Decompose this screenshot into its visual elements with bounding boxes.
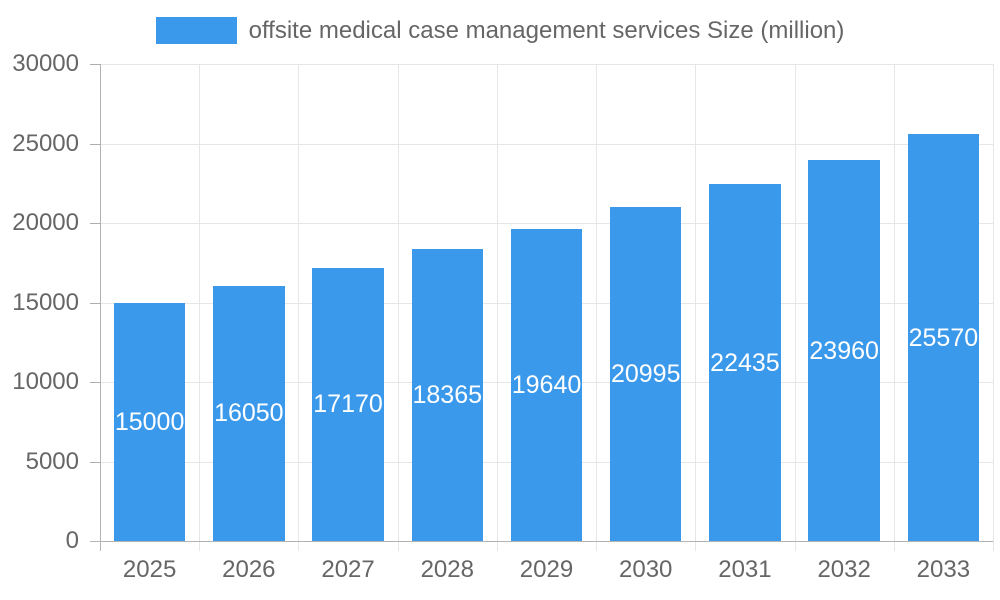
y-tick-label: 10000 bbox=[12, 368, 79, 395]
x-tick-label: 2029 bbox=[519, 556, 574, 583]
bar-2026[interactable] bbox=[213, 285, 285, 541]
x-axis-line bbox=[90, 541, 993, 542]
x-tick-label: 2025 bbox=[122, 556, 177, 583]
bar-2030[interactable] bbox=[610, 207, 682, 541]
x-tick-mark bbox=[496, 541, 498, 551]
x-tick-mark bbox=[596, 541, 598, 551]
h-gridline bbox=[100, 143, 993, 145]
bar-value-label: 18365 bbox=[412, 380, 483, 409]
v-gridline bbox=[794, 64, 796, 541]
bar-value-label: 15000 bbox=[114, 407, 185, 436]
bar-2025[interactable] bbox=[113, 302, 186, 541]
bar-value-label: 16050 bbox=[214, 399, 284, 428]
chart-legend-item[interactable]: offsite medical case management services… bbox=[0, 16, 1000, 44]
v-gridline bbox=[298, 64, 300, 541]
h-gridline bbox=[100, 223, 993, 224]
y-tick-label: 20000 bbox=[12, 209, 79, 236]
legend-label: offsite medical case management services… bbox=[248, 16, 845, 44]
x-tick-mark bbox=[298, 541, 300, 551]
v-gridline bbox=[695, 64, 697, 541]
y-tick-label: 5000 bbox=[25, 447, 79, 475]
y-tick-mark bbox=[90, 143, 100, 145]
v-gridline bbox=[496, 64, 498, 541]
bar-2029[interactable] bbox=[510, 228, 583, 541]
x-tick-label: 2033 bbox=[916, 556, 971, 583]
x-tick-label: 2026 bbox=[222, 556, 276, 583]
y-tick-label: 30000 bbox=[12, 50, 79, 77]
x-tick-mark bbox=[397, 541, 399, 551]
y-tick-label: 0 bbox=[65, 527, 79, 554]
y-tick-label: 15000 bbox=[12, 288, 79, 316]
bar-2028[interactable] bbox=[411, 248, 483, 541]
v-gridline bbox=[397, 64, 399, 541]
bar-value-label: 25570 bbox=[908, 323, 979, 352]
v-gridline bbox=[893, 64, 895, 541]
y-tick-mark bbox=[90, 382, 100, 383]
bar-2033[interactable] bbox=[907, 134, 980, 541]
x-tick-mark bbox=[993, 541, 994, 551]
v-gridline bbox=[993, 64, 994, 541]
y-tick-mark bbox=[90, 223, 100, 224]
bar-value-label: 22435 bbox=[710, 348, 780, 377]
x-tick-mark bbox=[794, 541, 796, 551]
x-tick-mark bbox=[695, 541, 697, 551]
x-tick-label: 2027 bbox=[321, 556, 375, 583]
y-tick-label: 25000 bbox=[12, 129, 79, 157]
y-axis-line bbox=[100, 64, 101, 551]
bar-2027[interactable] bbox=[312, 267, 384, 541]
x-tick-label: 2032 bbox=[817, 556, 871, 583]
bar-2032[interactable] bbox=[808, 160, 880, 541]
x-tick-label: 2030 bbox=[619, 556, 673, 583]
y-tick-mark bbox=[90, 302, 100, 304]
x-tick-mark bbox=[893, 541, 895, 551]
bar-2031[interactable] bbox=[709, 184, 781, 541]
v-gridline bbox=[596, 64, 598, 541]
x-tick-label: 2028 bbox=[420, 556, 474, 583]
x-tick-label: 2031 bbox=[718, 556, 772, 583]
y-tick-mark bbox=[90, 64, 100, 65]
v-gridline bbox=[199, 64, 201, 541]
x-tick-mark bbox=[199, 541, 201, 551]
bar-value-label: 17170 bbox=[313, 390, 383, 419]
legend-swatch bbox=[155, 16, 237, 44]
h-gridline bbox=[100, 64, 993, 65]
bar-value-label: 20995 bbox=[610, 360, 681, 389]
y-tick-mark bbox=[90, 461, 100, 463]
bar-value-label: 23960 bbox=[809, 336, 879, 365]
bar-value-label: 19640 bbox=[511, 370, 582, 399]
